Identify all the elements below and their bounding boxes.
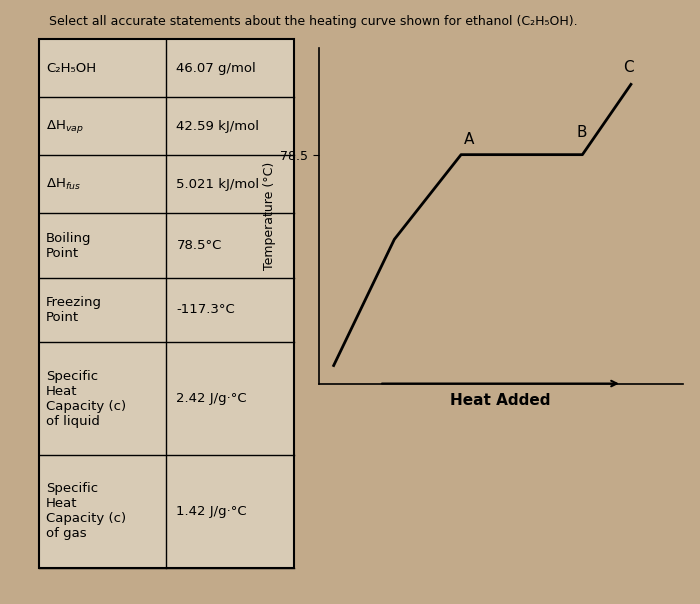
Text: B: B: [576, 125, 587, 140]
Text: ΔH$_{vap}$: ΔH$_{vap}$: [46, 118, 84, 135]
Text: Boiling
Point: Boiling Point: [46, 231, 92, 260]
Text: 1.42 J/g·°C: 1.42 J/g·°C: [176, 505, 247, 518]
Text: Select all accurate statements about the heating curve shown for ethanol (C₂H₅OH: Select all accurate statements about the…: [49, 15, 577, 28]
Text: -117.3°C: -117.3°C: [176, 303, 235, 316]
Text: 2.42 J/g·°C: 2.42 J/g·°C: [176, 392, 247, 405]
Text: Specific
Heat
Capacity (c)
of liquid: Specific Heat Capacity (c) of liquid: [46, 370, 126, 428]
Text: C: C: [624, 60, 634, 76]
Text: A: A: [464, 132, 475, 147]
Text: C₂H₅OH: C₂H₅OH: [46, 62, 97, 75]
Text: 42.59 kJ/mol: 42.59 kJ/mol: [176, 120, 260, 133]
Text: Specific
Heat
Capacity (c)
of gas: Specific Heat Capacity (c) of gas: [46, 483, 126, 541]
Text: Freezing
Point: Freezing Point: [46, 296, 102, 324]
Text: 46.07 g/mol: 46.07 g/mol: [176, 62, 256, 75]
Text: ΔH$_{fus}$: ΔH$_{fus}$: [46, 177, 81, 192]
Text: Heat Added: Heat Added: [450, 393, 551, 408]
Text: 5.021 kJ/mol: 5.021 kJ/mol: [176, 178, 260, 191]
Text: 78.5°C: 78.5°C: [176, 239, 222, 252]
Y-axis label: Temperature (°C): Temperature (°C): [263, 162, 276, 270]
